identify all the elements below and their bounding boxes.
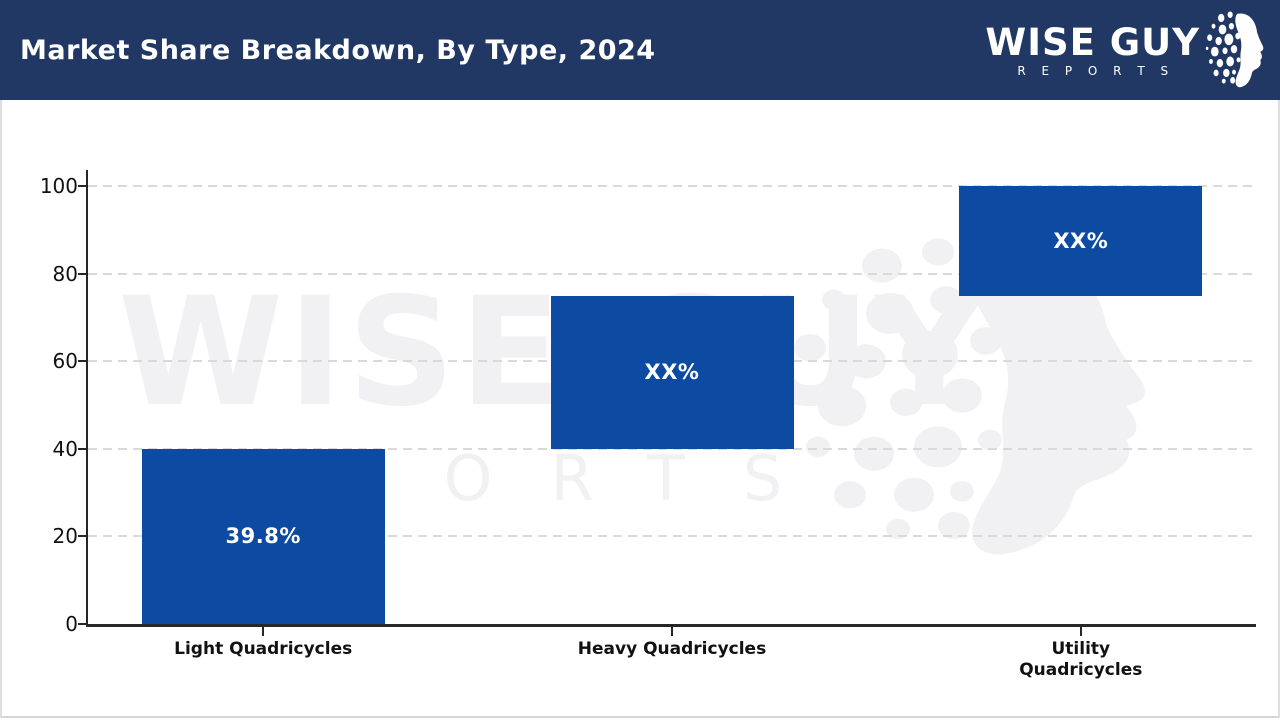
x-category-label: Heavy Quadricycles [577, 639, 767, 659]
y-tick-label-20: 20 [52, 524, 78, 549]
x-tick-mark-2 [1079, 627, 1082, 636]
y-tick-label-0: 0 [65, 612, 78, 636]
wise-guy-reports-logo: WISE GUY R E P O R T S [985, 9, 1280, 91]
y-tick-mark-0 [78, 623, 87, 625]
y-tick-label-100: 100 [39, 174, 78, 198]
x-category-label: Light Quadricycles [174, 639, 353, 659]
bar-segment-0: 39.8% [141, 448, 385, 624]
bar-value-label: XX% [1053, 228, 1109, 253]
y-axis-line [86, 170, 88, 627]
page-title: Market Share Breakdown, By Type, 2024 [20, 34, 656, 66]
y-tick-mark-100 [78, 185, 87, 187]
x-axis-line [88, 624, 1256, 627]
bar-value-label: XX% [644, 360, 700, 385]
x-tick-mark-0 [262, 627, 265, 636]
bar-segment-1: XX% [550, 295, 794, 449]
bar-value-label: 39.8% [225, 524, 301, 549]
y-tick-mark-20 [78, 535, 87, 538]
logo-head-icon [1205, 11, 1264, 88]
x-tick-mark-1 [671, 627, 673, 636]
header-bar: Market Share Breakdown, By Type, 2024 WI… [0, 0, 1280, 100]
y-tick-mark-80 [78, 272, 87, 275]
y-tick-label-40: 40 [52, 436, 78, 461]
y-tick-label-60: 60 [52, 349, 78, 374]
logo-wordmark: WISE GUY [985, 20, 1200, 64]
x-category-label: Utility Quadricycles [1019, 639, 1143, 681]
logo-text: WISE GUY R E P O R T S [985, 24, 1200, 77]
gridline-100 [88, 185, 1256, 187]
gridline-20 [88, 535, 1256, 538]
bar-segment-2: XX% [959, 186, 1203, 296]
gridline-80 [88, 272, 1256, 275]
y-tick-mark-60 [78, 360, 87, 363]
y-tick-label-80: 80 [52, 261, 78, 286]
y-tick-mark-40 [78, 447, 87, 450]
plot-area: 39.8% XX% XX% [88, 185, 1256, 624]
logo-subtitle: R E P O R T S [1017, 63, 1175, 78]
